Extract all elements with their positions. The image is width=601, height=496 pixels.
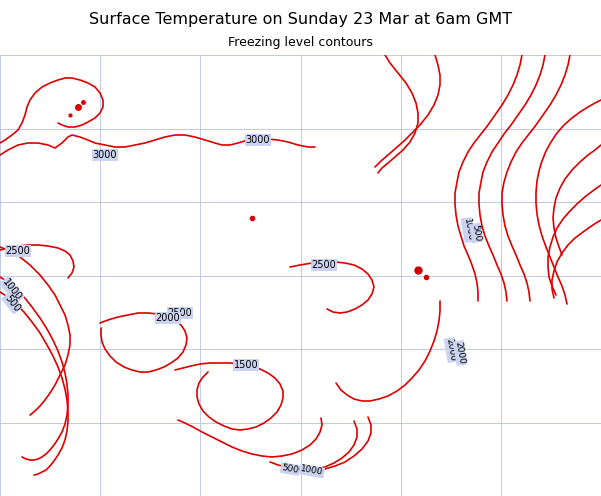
Text: 500: 500	[281, 463, 299, 475]
Text: Surface Temperature on Sunday 23 Mar at 6am GMT: Surface Temperature on Sunday 23 Mar at …	[89, 12, 512, 27]
Text: 500: 500	[2, 293, 22, 313]
Text: 2000: 2000	[156, 313, 180, 323]
Text: 3000: 3000	[246, 135, 270, 145]
Text: 2500: 2500	[168, 308, 192, 318]
Text: 2500: 2500	[5, 246, 31, 256]
Text: 1500: 1500	[234, 360, 258, 370]
Text: 2500: 2500	[312, 260, 337, 270]
Text: 2000: 2000	[445, 338, 457, 362]
Text: Freezing level contours: Freezing level contours	[228, 36, 373, 50]
Text: 1000: 1000	[462, 218, 474, 242]
Text: 3000: 3000	[93, 150, 117, 160]
Text: 1000: 1000	[1, 277, 23, 303]
Text: 500: 500	[470, 224, 482, 242]
Text: 1000: 1000	[300, 465, 324, 478]
Text: 2000: 2000	[454, 341, 466, 365]
